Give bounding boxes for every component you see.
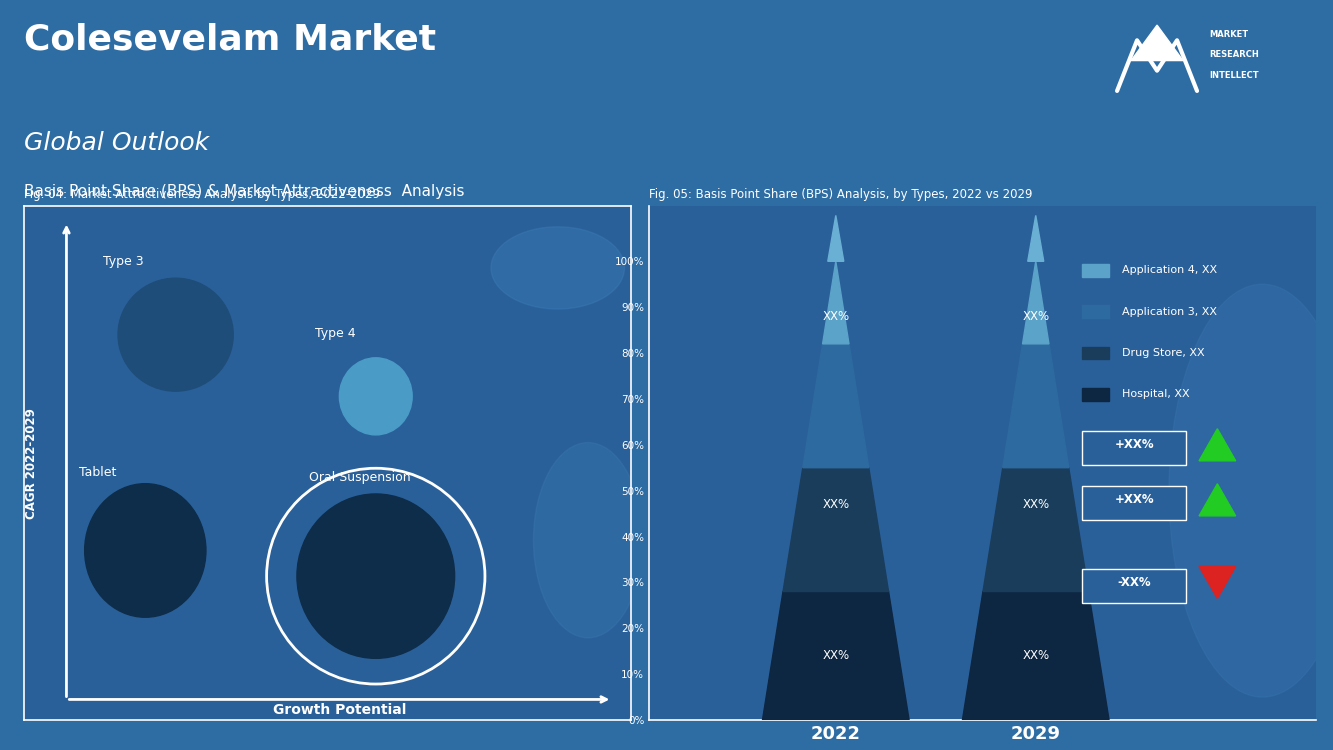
- Text: +XX%: +XX%: [1114, 438, 1154, 452]
- Text: Fig. 04: Market Attractiveness Analysis by Types, 2022-2029: Fig. 04: Market Attractiveness Analysis …: [24, 188, 380, 201]
- Polygon shape: [1028, 215, 1044, 261]
- Text: XX%: XX%: [1022, 310, 1049, 322]
- Text: MARKET: MARKET: [1209, 30, 1248, 39]
- Text: Fig. 05: Basis Point Share (BPS) Analysis, by Types, 2022 vs 2029: Fig. 05: Basis Point Share (BPS) Analysi…: [649, 188, 1033, 201]
- Ellipse shape: [491, 226, 624, 309]
- Ellipse shape: [533, 442, 643, 638]
- Polygon shape: [828, 215, 844, 261]
- Ellipse shape: [85, 484, 205, 617]
- Text: Drug Store, XX: Drug Store, XX: [1122, 348, 1205, 358]
- Text: Global Outlook: Global Outlook: [24, 131, 209, 155]
- Polygon shape: [822, 261, 849, 344]
- Polygon shape: [1130, 26, 1184, 61]
- Text: XX%: XX%: [822, 498, 849, 511]
- Text: Hospital, XX: Hospital, XX: [1122, 389, 1189, 399]
- Text: Tablet: Tablet: [79, 466, 116, 478]
- Text: Type 4: Type 4: [315, 327, 356, 340]
- Polygon shape: [1002, 344, 1069, 468]
- Text: XX%: XX%: [1022, 498, 1049, 511]
- Polygon shape: [1082, 305, 1109, 318]
- Polygon shape: [982, 468, 1089, 592]
- Polygon shape: [762, 592, 909, 720]
- Polygon shape: [1200, 429, 1236, 460]
- Polygon shape: [1082, 388, 1109, 400]
- Polygon shape: [1082, 346, 1109, 359]
- Text: -XX%: -XX%: [1117, 576, 1152, 589]
- Text: RESEARCH: RESEARCH: [1209, 50, 1258, 59]
- Text: XX%: XX%: [822, 310, 849, 322]
- Ellipse shape: [119, 278, 233, 392]
- Polygon shape: [962, 592, 1109, 720]
- Text: INTELLECT: INTELLECT: [1209, 70, 1258, 80]
- Text: Application 3, XX: Application 3, XX: [1122, 307, 1217, 316]
- FancyBboxPatch shape: [1082, 486, 1186, 520]
- Text: XX%: XX%: [1022, 650, 1049, 662]
- Ellipse shape: [297, 494, 455, 658]
- Text: Basis Point Share (BPS) & Market Attractiveness  Analysis: Basis Point Share (BPS) & Market Attract…: [24, 184, 464, 199]
- FancyBboxPatch shape: [1082, 431, 1186, 466]
- Text: Oral Suspension: Oral Suspension: [309, 471, 411, 484]
- Text: CAGR 2022-2029: CAGR 2022-2029: [25, 408, 37, 518]
- Polygon shape: [782, 468, 889, 592]
- FancyBboxPatch shape: [1082, 568, 1186, 603]
- Text: XX%: XX%: [822, 650, 849, 662]
- Text: Colesevelam Market: Colesevelam Market: [24, 22, 436, 56]
- Ellipse shape: [1169, 284, 1333, 697]
- Text: Type 3: Type 3: [103, 255, 144, 268]
- Text: Growth Potential: Growth Potential: [273, 704, 407, 718]
- Text: Application 4, XX: Application 4, XX: [1122, 266, 1217, 275]
- Polygon shape: [802, 344, 869, 468]
- Polygon shape: [1200, 484, 1236, 516]
- Text: +XX%: +XX%: [1114, 494, 1154, 506]
- Polygon shape: [1022, 261, 1049, 344]
- Ellipse shape: [340, 358, 412, 435]
- Polygon shape: [1082, 264, 1109, 277]
- Polygon shape: [1200, 566, 1236, 598]
